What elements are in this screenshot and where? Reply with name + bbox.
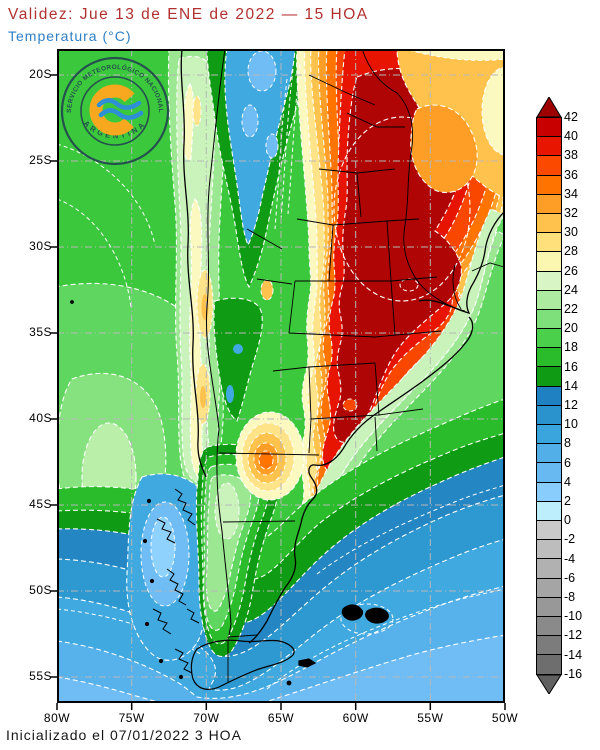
north-cold-andes (206, 49, 308, 422)
colorbar-segment (537, 636, 561, 656)
lat-label: 45S (29, 497, 52, 511)
colorbar-level-label: 24 (564, 282, 578, 297)
colorbar-body (536, 117, 562, 676)
colorbar-segment (537, 367, 561, 387)
colorbar-level-label: 0 (564, 513, 571, 528)
colorbar-arrow-up (536, 97, 562, 117)
colorbar-level-label: 16 (564, 359, 578, 374)
malvinas-islands (341, 604, 389, 624)
map-area (50, 49, 506, 710)
colorbar-level-label: -8 (564, 590, 576, 604)
colorbar-level-label: 32 (564, 206, 578, 220)
colorbar-level-label: -2 (564, 532, 576, 547)
colorbar-level-label: 40 (564, 129, 578, 144)
axis-ticks (50, 74, 506, 710)
tierra-del-fuego (190, 639, 317, 690)
colorbar-level-label: -6 (564, 570, 576, 585)
colorbar-segment (537, 559, 561, 579)
colorbar-segment (537, 156, 561, 176)
colorbar-level-label: 18 (564, 340, 578, 355)
colorbar-segment (537, 463, 561, 483)
logo-inner-ring (80, 76, 150, 146)
temperature-map (50, 49, 506, 710)
colorbar-segment (537, 655, 561, 675)
lat-label: 30S (29, 239, 52, 253)
colorbar-segment (537, 175, 561, 195)
logo-wave-icon (96, 98, 142, 110)
colorbar-level-label: 28 (564, 244, 578, 259)
lon-label: 80W (43, 711, 71, 725)
colorbar-level-label: 10 (564, 417, 578, 432)
colorbar-segment (537, 405, 561, 425)
colorbar-segment (537, 348, 561, 368)
colorbar-level-label: 26 (564, 263, 578, 278)
lon-label: 75W (118, 711, 145, 725)
colorbar-level-label: -10 (564, 609, 583, 624)
colorbar-segment (537, 233, 561, 253)
colorbar-level-label: 36 (564, 167, 578, 182)
colorbar-arrow-down (536, 675, 562, 694)
pacific-contour (57, 198, 132, 308)
colorbar-segment (537, 252, 561, 272)
init-time-caption: Inicializado el 07/01/2022 3 HOA (6, 727, 242, 743)
smn-logo: SERVICIO METEOROLÓGICO NACIONAL ARGENTIN… (60, 56, 170, 166)
colorbar-segment (537, 578, 561, 598)
colorbar-segment (537, 444, 561, 464)
colorbar-segment (537, 329, 561, 349)
lon-label: 60W (342, 711, 369, 725)
lon-label: 65W (267, 711, 295, 725)
colorbar-level-label: -4 (564, 551, 576, 566)
colorbar-segment (537, 118, 561, 138)
colorbar-segment (537, 616, 561, 637)
hotspot-42s (235, 411, 305, 501)
colorbar-segment (537, 520, 561, 541)
colorbar-segment (537, 290, 561, 310)
lat-label: 35S (29, 325, 52, 339)
colorbar-segment (537, 213, 561, 234)
logo-sun-icon (89, 84, 141, 136)
colorbar-level-label: 30 (564, 225, 578, 240)
colorbar-level-label: -14 (564, 647, 583, 662)
logo-outer-ring (60, 56, 170, 166)
validity-title: Validez: Jue 13 de ENE de 2022 — 15 HOA (8, 6, 369, 23)
lon-label: 55W (417, 711, 444, 725)
colorbar-level-label: 38 (564, 148, 578, 163)
variable-title: Temperatura (°C) (8, 28, 132, 44)
colorbar-segment (537, 597, 561, 617)
coastlines-borders (70, 49, 505, 683)
colorbar-segment (537, 540, 561, 560)
colorbar-segment (537, 309, 561, 330)
lat-label: 40S (29, 411, 52, 425)
lat-label: 55S (29, 669, 52, 683)
colorbar-segment (537, 137, 561, 157)
colorbar-level-label: 34 (564, 186, 578, 201)
colorbar-segment (537, 425, 561, 445)
gridlines (57, 49, 505, 703)
colorbar-segment (537, 482, 561, 502)
colorbar-level-label: 4 (564, 474, 571, 489)
colorbar-segment (537, 386, 561, 406)
colorbar-segment (537, 194, 561, 214)
lon-label: 70W (193, 711, 220, 725)
colorbar-level-label: 20 (564, 321, 578, 336)
colorbar-segment (537, 501, 561, 521)
colorbar-level-label: 22 (564, 302, 578, 316)
lat-label: 20S (29, 67, 52, 81)
colorbar-level-label: -12 (564, 628, 583, 643)
colorbar-level-label: 12 (564, 398, 578, 412)
colorbar-segment (537, 271, 561, 291)
logo-wave-icon-2 (98, 108, 144, 120)
colorbar-level-label: 6 (564, 455, 571, 470)
colorbar-level-label: 14 (564, 378, 578, 393)
lon-label: 50W (491, 711, 519, 725)
colorbar-level-label: 8 (564, 436, 571, 451)
lat-label: 50S (29, 583, 52, 597)
colorbar-level-label: -16 (564, 666, 583, 681)
colorbar-level-label: 2 (564, 494, 571, 508)
pacific-contour-2 (57, 143, 156, 246)
map-frame (57, 49, 505, 703)
lat-label: 25S (29, 153, 52, 167)
colorbar-level-label: 42 (564, 110, 578, 124)
